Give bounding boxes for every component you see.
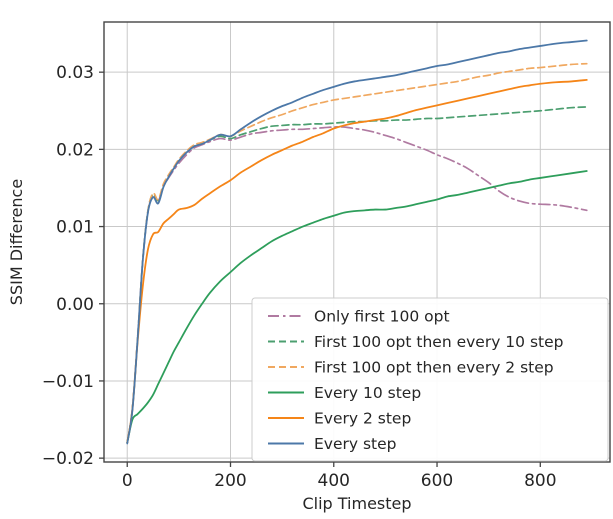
- y-tick-label-3: 0.01: [56, 218, 94, 238]
- legend-label-3: Every 10 step: [314, 384, 421, 402]
- axes-spines: [103, 21, 611, 463]
- tick-marks: [99, 71, 541, 467]
- legend-label-2: First 100 opt then every 2 step: [314, 359, 554, 377]
- series-line-3: [126, 170, 588, 444]
- x-tick-label-2: 400: [318, 471, 350, 491]
- y-tick-label-2: 0.00: [56, 295, 94, 315]
- chart-legend: Only first 100 opt First 100 opt then eve…: [251, 297, 609, 462]
- x-tick-label-3: 600: [421, 471, 453, 491]
- x-tick-label-0: 0: [122, 471, 133, 491]
- legend-label-4: Every 2 step: [314, 410, 411, 428]
- y-tick-label-5: 0.03: [56, 63, 94, 83]
- legend-label-0: Only first 100 opt: [314, 308, 450, 326]
- x-tick-labels: 0 200 400 600 800: [122, 471, 557, 491]
- series-line-4: [126, 78, 588, 444]
- y-tick-label-0: −0.02: [42, 449, 94, 469]
- series-line-5: [126, 39, 588, 445]
- y-tick-label-1: −0.01: [42, 372, 94, 392]
- legend-label-1: First 100 opt then every 10 step: [314, 333, 563, 351]
- x-axis-title: Clip Timestep: [302, 494, 411, 513]
- y-tick-label-4: 0.02: [56, 140, 94, 160]
- legend-box: [251, 297, 609, 462]
- y-axis-title: SSIM Difference: [7, 179, 26, 305]
- legend-label-5: Every step: [314, 435, 397, 453]
- x-tick-label-1: 200: [214, 471, 246, 491]
- plot-frame: [103, 21, 611, 463]
- gridlines: [104, 22, 610, 462]
- x-tick-label-4: 800: [524, 471, 556, 491]
- data-series-group: [126, 39, 588, 445]
- series-line-2: [126, 62, 588, 444]
- y-tick-labels: −0.02 −0.01 0.00 0.01 0.02 0.03: [42, 63, 94, 469]
